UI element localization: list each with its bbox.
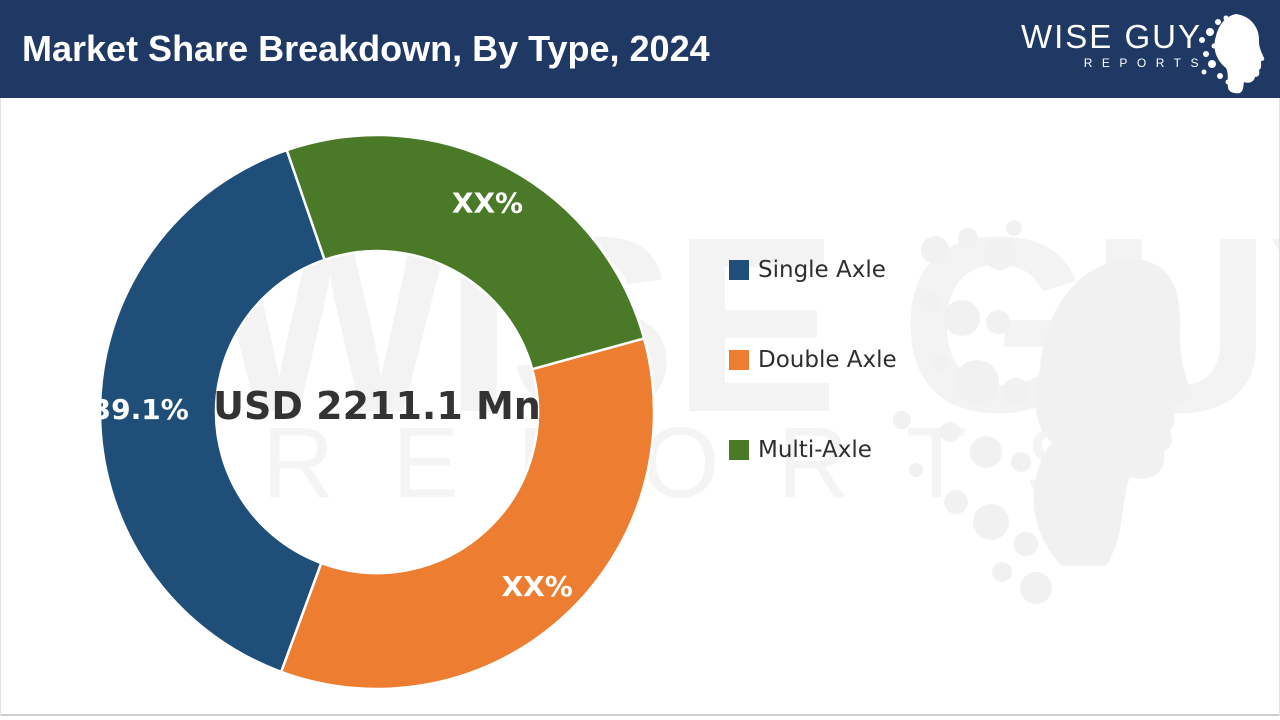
left-border <box>0 98 1 716</box>
donut-segment-single-axle <box>98 148 326 674</box>
segment-label-double-axle: XX% <box>502 570 573 603</box>
header: Market Share Breakdown, By Type, 2024 WI… <box>0 0 1280 98</box>
legend-label-double-axle: Double Axle <box>758 347 897 373</box>
brand-face-icon <box>1199 14 1265 94</box>
legend-item-single-axle: Single Axle <box>729 257 897 283</box>
legend-swatch-double-axle <box>729 350 749 370</box>
legend-label-single-axle: Single Axle <box>758 257 886 283</box>
legend-swatch-multi-axle <box>729 440 749 460</box>
donut-segment-double-axle <box>279 337 656 691</box>
legend-label-multi-axle: Multi-Axle <box>758 437 872 463</box>
brand-subname: REPORTS <box>1083 56 1208 70</box>
donut-segment-multi-axle <box>285 133 646 371</box>
legend-item-double-axle: Double Axle <box>729 347 897 373</box>
brand-logo: WISE GUY REPORTS <box>1010 8 1266 94</box>
chart-legend: Single Axle Double Axle Multi-Axle <box>729 257 897 463</box>
legend-swatch-single-axle <box>729 260 749 280</box>
bottom-border <box>0 714 1280 716</box>
page-title: Market Share Breakdown, By Type, 2024 <box>22 28 710 69</box>
chart-center-value: USD 2211.1 Mn <box>213 384 541 428</box>
legend-item-multi-axle: Multi-Axle <box>729 437 897 463</box>
brand-name: WISE GUY <box>1020 18 1202 55</box>
segment-label-multi-axle: XX% <box>452 186 523 219</box>
brand-logo-text: WISE GUY REPORTS <box>1021 20 1202 72</box>
segment-label-single-axle: 39.1% <box>92 393 189 426</box>
